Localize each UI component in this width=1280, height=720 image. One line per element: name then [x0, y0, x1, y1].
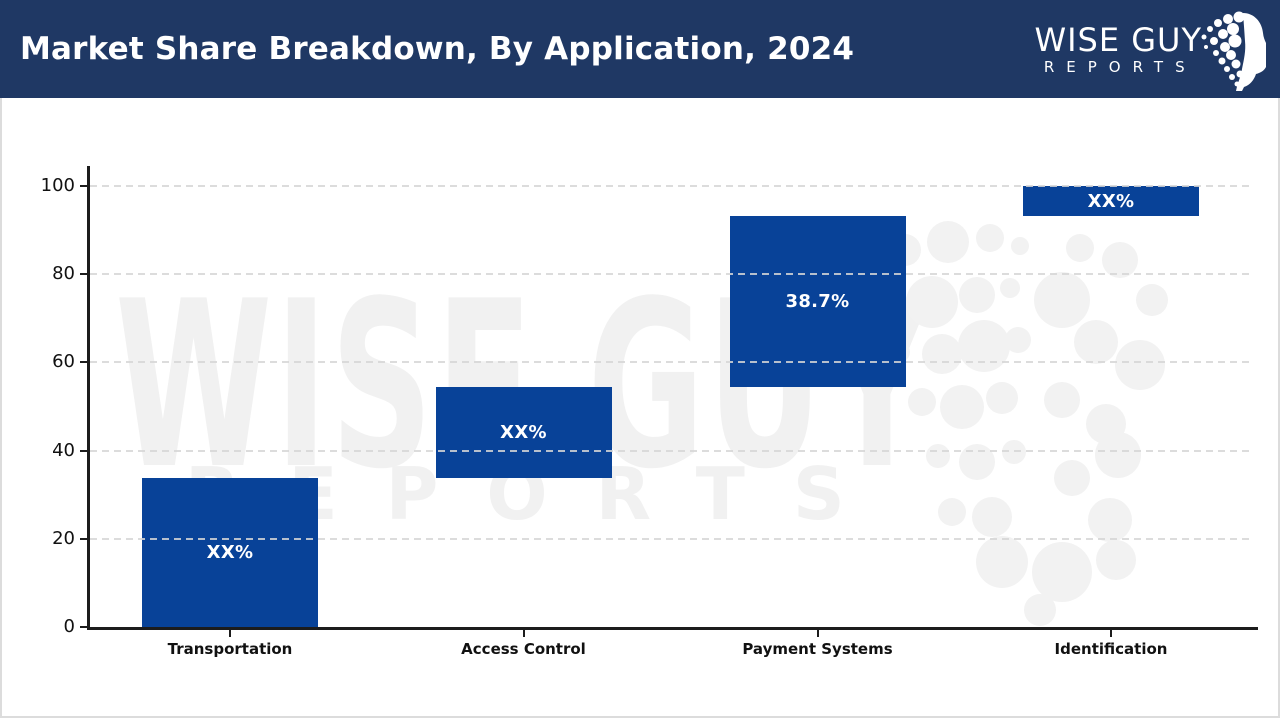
frame-border-left — [0, 98, 2, 718]
y-axis-spine — [87, 166, 90, 629]
brand-name: WISE GUY — [1034, 20, 1202, 59]
x-tick-mark — [1110, 629, 1112, 637]
gridline-80 — [90, 273, 1253, 276]
bar-value-label: XX% — [1087, 190, 1135, 212]
gridline-60 — [90, 361, 1253, 364]
brand-subname: REPORTS — [1043, 57, 1197, 76]
y-tick-mark — [80, 449, 87, 452]
brand-logo: WISE GUY REPORTS — [1034, 7, 1266, 91]
page-title: Market Share Breakdown, By Application, … — [20, 31, 855, 67]
header-band: Market Share Breakdown, By Application, … — [0, 0, 1280, 98]
gridline-20 — [90, 537, 1253, 540]
bar-transportation: XX% — [142, 477, 318, 627]
x-category-label-access-control: Access Control — [461, 640, 586, 658]
x-category-label-transportation: Transportation — [167, 640, 293, 658]
bar-identification: XX% — [1023, 186, 1199, 217]
y-tick-label: 0 — [63, 616, 75, 637]
gridline-100 — [90, 185, 1253, 187]
bar-value-label: 38.7% — [785, 291, 850, 313]
bar-access-control: XX% — [435, 387, 612, 478]
y-tick-label: 100 — [40, 175, 75, 196]
y-tick-mark — [80, 273, 87, 276]
brand-head-icon — [1201, 11, 1266, 91]
y-tick-label: 80 — [52, 263, 75, 285]
y-tick-mark — [80, 537, 87, 540]
x-axis-spine — [87, 627, 1258, 630]
x-category-label-payment-systems: Payment Systems — [742, 640, 893, 658]
y-tick-label: 40 — [52, 439, 75, 461]
bar-value-label: XX% — [206, 541, 254, 563]
y-tick-label: 20 — [52, 527, 75, 549]
frame-border-right — [1278, 98, 1280, 718]
x-tick-mark — [522, 629, 525, 637]
x-tick-mark — [229, 629, 231, 637]
x-category-label-identification: Identification — [1054, 640, 1168, 658]
bar-value-label: XX% — [500, 422, 547, 444]
x-tick-mark — [816, 629, 819, 637]
y-tick-mark — [80, 626, 87, 628]
bar-payment-systems: 38.7% — [729, 216, 906, 388]
y-tick-label: 60 — [52, 351, 75, 373]
y-tick-mark — [80, 361, 87, 364]
brand-logo-text: WISE GUY REPORTS — [1034, 24, 1202, 75]
frame-border-bottom — [0, 716, 1280, 718]
y-tick-mark — [80, 185, 87, 187]
gridline-40 — [90, 449, 1253, 452]
